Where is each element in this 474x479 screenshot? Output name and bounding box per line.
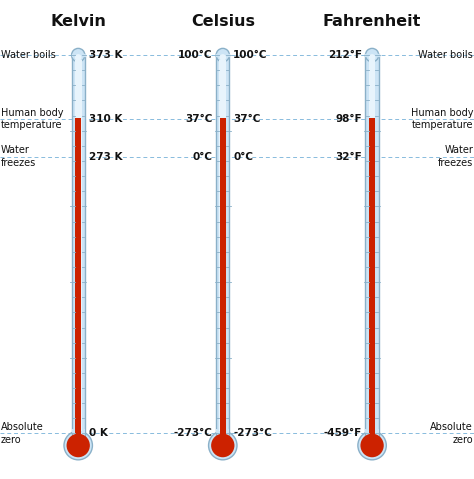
Text: 212°F: 212°F (328, 50, 362, 60)
Circle shape (66, 433, 90, 457)
Circle shape (358, 431, 386, 460)
Text: Absolute
zero: Absolute zero (1, 422, 44, 445)
Bar (75, 60, 82, 431)
Text: Water boils: Water boils (1, 50, 56, 60)
Text: Water
freezes: Water freezes (438, 145, 473, 168)
Text: Absolute
zero: Absolute zero (430, 422, 473, 445)
Bar (72, 429, 85, 445)
Circle shape (75, 54, 82, 61)
Bar (219, 60, 226, 431)
Text: -459°F: -459°F (323, 429, 362, 438)
Text: Human body
temperature: Human body temperature (1, 108, 64, 130)
Text: 0°C: 0°C (233, 151, 253, 161)
Text: 98°F: 98°F (335, 114, 362, 124)
Text: 37°C: 37°C (185, 114, 212, 124)
Circle shape (365, 48, 379, 62)
Text: 373 K: 373 K (89, 50, 122, 60)
Bar (219, 118, 226, 447)
Text: 37°C: 37°C (233, 114, 261, 124)
Text: -273°C: -273°C (233, 429, 272, 438)
Bar (365, 429, 379, 445)
Text: Human body
temperature: Human body temperature (410, 108, 473, 130)
Bar (369, 60, 375, 431)
Circle shape (360, 433, 384, 457)
Text: Celsius: Celsius (191, 14, 255, 29)
Text: 0 K: 0 K (89, 429, 108, 438)
Text: Water
freezes: Water freezes (1, 145, 36, 168)
Text: Fahrenheit: Fahrenheit (323, 14, 421, 29)
Circle shape (369, 54, 375, 61)
Text: 310 K: 310 K (89, 114, 122, 124)
Bar (75, 118, 82, 447)
Text: 0°C: 0°C (192, 151, 212, 161)
Circle shape (211, 433, 235, 457)
Circle shape (219, 54, 226, 61)
Bar (72, 55, 85, 433)
Text: Kelvin: Kelvin (50, 14, 106, 29)
Text: 273 K: 273 K (89, 151, 122, 161)
Text: 100°C: 100°C (178, 50, 212, 60)
Bar (216, 55, 229, 433)
Text: 100°C: 100°C (233, 50, 268, 60)
Bar (365, 55, 379, 433)
Circle shape (209, 431, 237, 460)
Circle shape (72, 48, 85, 62)
Text: 32°F: 32°F (335, 151, 362, 161)
Circle shape (64, 431, 92, 460)
Text: -273°C: -273°C (173, 429, 212, 438)
Bar (216, 429, 229, 445)
Bar (369, 118, 375, 447)
Circle shape (216, 48, 229, 62)
Text: Water boils: Water boils (418, 50, 473, 60)
